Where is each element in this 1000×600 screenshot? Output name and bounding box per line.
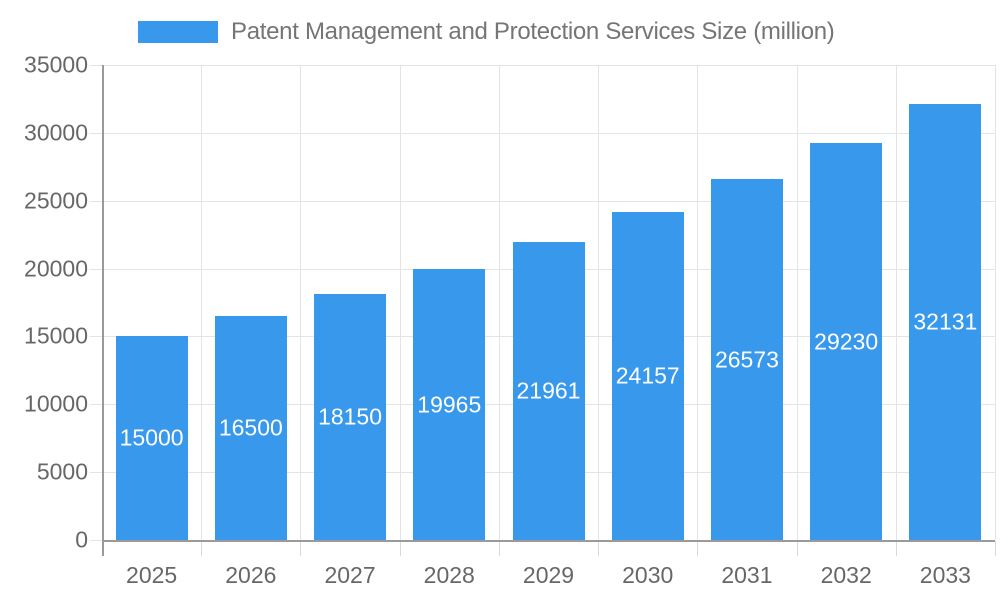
x-gridline — [697, 65, 698, 540]
bar-value-label: 21961 — [516, 377, 581, 404]
x-axis-tick-label: 2031 — [721, 562, 773, 588]
x-axis-tick — [499, 541, 500, 556]
x-axis-tick — [598, 541, 599, 556]
bar-value-label: 15000 — [119, 424, 184, 451]
bar-value-label: 32131 — [913, 308, 978, 335]
bar-2025[interactable] — [116, 336, 188, 540]
x-axis-tick-label: 2032 — [820, 562, 872, 588]
x-axis-tick — [896, 541, 897, 556]
x-axis-tick — [400, 541, 401, 556]
x-axis-tick-label: 2025 — [126, 562, 178, 588]
x-gridline — [201, 65, 202, 540]
x-gridline — [797, 65, 798, 540]
x-gridline — [499, 65, 500, 540]
y-axis-tick-label: 25000 — [24, 187, 88, 214]
bar-2026[interactable] — [215, 316, 287, 540]
legend-label: Patent Management and Protection Service… — [231, 18, 835, 45]
y-gridline — [90, 201, 995, 202]
bar-value-label: 26573 — [714, 346, 779, 373]
x-gridline — [300, 65, 301, 540]
x-axis-tick — [697, 541, 698, 556]
bar-value-label: 18150 — [318, 403, 383, 430]
y-gridline — [90, 133, 995, 134]
bar-2031[interactable] — [711, 179, 783, 540]
y-axis-tick-label: 10000 — [24, 390, 88, 417]
chart-legend[interactable]: Patent Management and Protection Service… — [138, 18, 835, 46]
bar-2033[interactable] — [909, 104, 981, 540]
bar-2030[interactable] — [612, 212, 684, 540]
y-axis-tick-label: 0 — [75, 526, 88, 553]
x-gridline — [896, 65, 897, 540]
y-axis-tick-label: 35000 — [24, 51, 88, 78]
x-axis-tick-label: 2033 — [919, 562, 971, 588]
bar-2032[interactable] — [810, 143, 882, 540]
bar-value-label: 16500 — [218, 414, 283, 441]
x-axis-tick-label: 2030 — [622, 562, 674, 588]
x-gridline — [995, 65, 996, 540]
x-axis-tick — [995, 541, 996, 556]
y-axis-tick-label: 30000 — [24, 119, 88, 146]
bar-2029[interactable] — [513, 242, 585, 540]
x-axis-tick-label: 2027 — [324, 562, 376, 588]
legend-swatch[interactable] — [138, 21, 218, 43]
x-axis-tick — [201, 541, 202, 556]
y-axis-tick-label: 20000 — [24, 255, 88, 282]
bar-2028[interactable] — [413, 269, 485, 540]
bar-2027[interactable] — [314, 294, 386, 540]
bar-value-label: 24157 — [615, 362, 680, 389]
y-gridline — [90, 65, 995, 66]
y-axis-tick-label: 15000 — [24, 322, 88, 349]
x-axis-tick — [300, 541, 301, 556]
y-axis-tick-label: 5000 — [36, 458, 88, 485]
x-gridline — [400, 65, 401, 540]
x-gridline — [598, 65, 599, 540]
y-axis-line — [102, 65, 104, 556]
x-axis-tick-label: 2026 — [225, 562, 277, 588]
bar-value-label: 29230 — [814, 328, 879, 355]
x-axis-tick-label: 2029 — [522, 562, 575, 588]
x-axis-line — [102, 540, 995, 542]
x-axis-tick — [797, 541, 798, 556]
bar-value-label: 19965 — [417, 391, 482, 418]
x-axis-tick-label: 2028 — [423, 562, 475, 588]
